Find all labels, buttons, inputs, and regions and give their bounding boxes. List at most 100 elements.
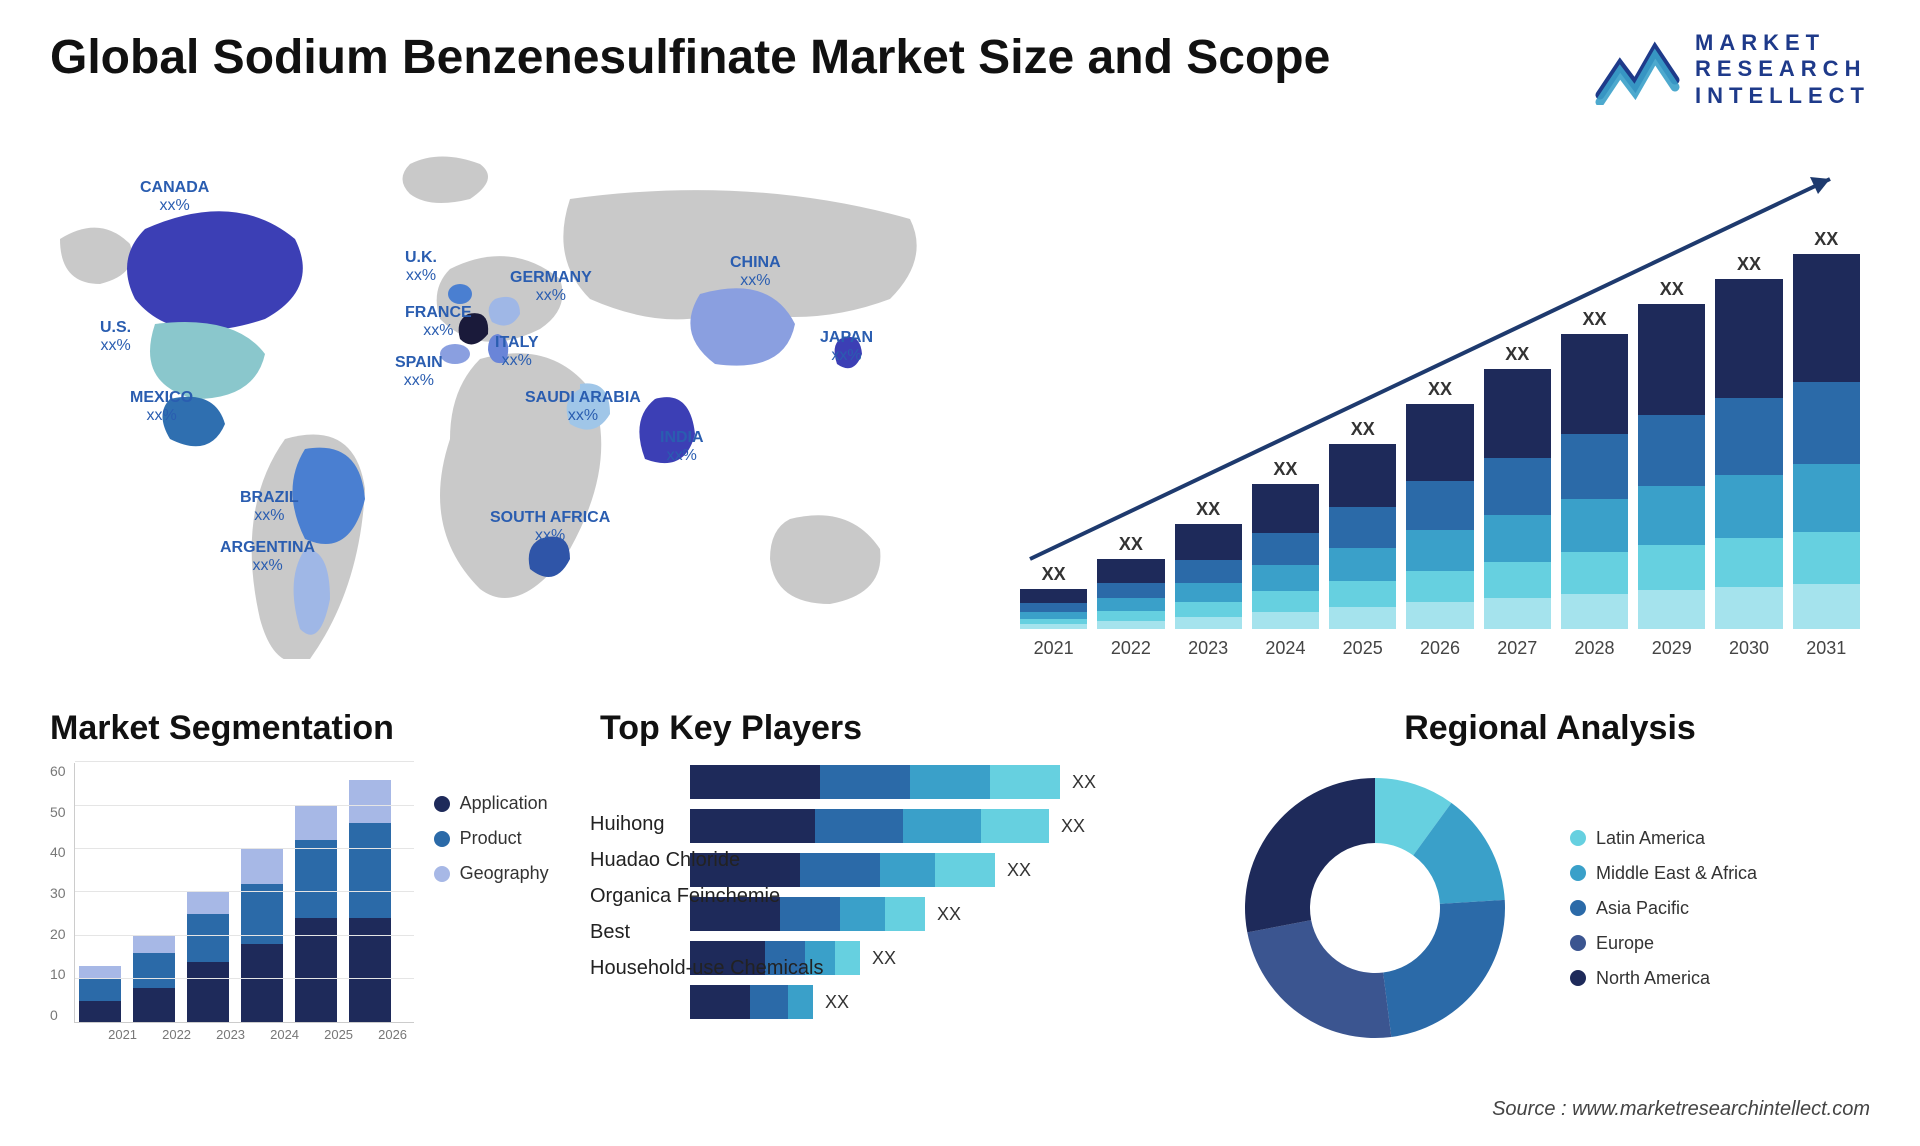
top-row: CANADAxx% U.S.xx% MEXICOxx% BRAZILxx% ARGENT… <box>50 139 1870 659</box>
regional-section: Regional Analysis Latin America Middle Ea… <box>1230 709 1870 1063</box>
legend-item: Asia Pacific <box>1570 898 1757 919</box>
donut-slice <box>1247 920 1391 1038</box>
main-x-label: 2024 <box>1252 638 1319 659</box>
main-bar-2029: XX <box>1638 279 1705 629</box>
main-bar-2024: XX <box>1252 459 1319 629</box>
player-name: Huihong <box>590 813 823 836</box>
seg-bar-2025 <box>295 806 337 1023</box>
main-x-label: 2022 <box>1097 638 1164 659</box>
player-row: XX <box>690 763 1096 801</box>
legend-item: North America <box>1570 968 1757 989</box>
donut-slice <box>1245 778 1375 932</box>
logo-line3: INTELLECT <box>1695 83 1870 109</box>
main-x-label: 2025 <box>1329 638 1396 659</box>
logo-line1: MARKET <box>1695 30 1870 56</box>
map-label-uk: U.K.xx% <box>405 249 437 284</box>
bar-value-label: XX <box>1119 534 1143 555</box>
player-row: XX <box>690 983 1096 1021</box>
legend-item: Product <box>434 828 549 849</box>
bottom-row: Market Segmentation 6050403020100 202120… <box>50 709 1870 1063</box>
main-x-label: 2027 <box>1484 638 1551 659</box>
main-x-label: 2030 <box>1715 638 1782 659</box>
logo: MARKET RESEARCH INTELLECT <box>1595 30 1870 109</box>
segmentation-legend: Application Product Geography <box>434 763 549 1042</box>
main-bar-2026: XX <box>1406 379 1473 629</box>
bar-value-label: XX <box>1582 309 1606 330</box>
bar-value-label: XX <box>1505 344 1529 365</box>
legend-item: Geography <box>434 863 549 884</box>
main-bar-2027: XX <box>1484 344 1551 629</box>
map-label-southafrica: SOUTH AFRICAxx% <box>490 509 610 544</box>
player-value: XX <box>937 904 961 925</box>
players-section: Top Key Players XXXXXXXXXXXX HuihongHuad… <box>600 709 1200 1063</box>
seg-bar-2023 <box>187 892 229 1022</box>
map-label-germany: GERMANYxx% <box>510 269 592 304</box>
main-x-label: 2026 <box>1406 638 1473 659</box>
regional-legend: Latin America Middle East & Africa Asia Pa… <box>1570 828 1757 989</box>
main-x-label: 2028 <box>1561 638 1628 659</box>
player-name: Huadao Chloride <box>590 849 823 872</box>
map-label-argentina: ARGENTINAxx% <box>220 539 315 574</box>
donut-chart <box>1230 763 1520 1053</box>
bar-value-label: XX <box>1273 459 1297 480</box>
main-x-label: 2031 <box>1793 638 1860 659</box>
map-label-japan: JAPANxx% <box>820 329 873 364</box>
main-x-label: 2023 <box>1175 638 1242 659</box>
main-x-label: 2021 <box>1020 638 1087 659</box>
regional-title: Regional Analysis <box>1230 709 1870 748</box>
seg-bar-2022 <box>133 936 175 1023</box>
bar-value-label: XX <box>1042 564 1066 585</box>
main-bar-chart: XX XX XX XX XX XX XX XX XX XX XX 2021 2022 2023 2024 2… <box>1010 139 1870 659</box>
player-value: XX <box>1007 860 1031 881</box>
player-value: XX <box>1072 772 1096 793</box>
player-name: Household-use Chemicals <box>590 957 823 980</box>
segmentation-section: Market Segmentation 6050403020100 202120… <box>50 709 570 1063</box>
legend-item: Application <box>434 793 549 814</box>
main-bar-2025: XX <box>1329 419 1396 629</box>
player-name: Best <box>590 921 823 944</box>
seg-bar-2021 <box>79 966 121 1022</box>
player-value: XX <box>1061 816 1085 837</box>
main-bar-2031: XX <box>1793 229 1860 629</box>
map-label-us: U.S.xx% <box>100 319 131 354</box>
bar-value-label: XX <box>1737 254 1761 275</box>
seg-bar-2026 <box>349 780 391 1023</box>
source-text: Source : www.marketresearchintellect.com <box>1492 1098 1870 1121</box>
legend-item: Latin America <box>1570 828 1757 849</box>
main-bar-2023: XX <box>1175 499 1242 629</box>
page-title: Global Sodium Benzenesulfinate Market Si… <box>50 30 1330 85</box>
segmentation-title: Market Segmentation <box>50 709 570 748</box>
logo-line2: RESEARCH <box>1695 56 1870 82</box>
logo-icon <box>1595 35 1680 105</box>
players-title: Top Key Players <box>600 709 1200 748</box>
bar-value-label: XX <box>1351 419 1375 440</box>
main-bar-2021: XX <box>1020 564 1087 629</box>
bar-value-label: XX <box>1428 379 1452 400</box>
player-value: XX <box>825 992 849 1013</box>
logo-text: MARKET RESEARCH INTELLECT <box>1695 30 1870 109</box>
map-label-mexico: MEXICOxx% <box>130 389 193 424</box>
map-label-spain: SPAINxx% <box>395 354 443 389</box>
map-label-france: FRANCExx% <box>405 304 472 339</box>
bar-value-label: XX <box>1196 499 1220 520</box>
player-value: XX <box>872 948 896 969</box>
header: Global Sodium Benzenesulfinate Market Si… <box>50 30 1870 109</box>
seg-bar-2024 <box>241 849 283 1022</box>
world-map: CANADAxx% U.S.xx% MEXICOxx% BRAZILxx% ARGENT… <box>50 139 950 659</box>
main-bar-2030: XX <box>1715 254 1782 629</box>
player-name: Organica Feinchemie <box>590 885 823 908</box>
legend-item: Middle East & Africa <box>1570 863 1757 884</box>
bar-value-label: XX <box>1814 229 1838 250</box>
donut-slice <box>1383 900 1505 1037</box>
map-label-canada: CANADAxx% <box>140 179 209 214</box>
legend-item: Europe <box>1570 933 1757 954</box>
main-x-label: 2029 <box>1638 638 1705 659</box>
main-bar-2022: XX <box>1097 534 1164 629</box>
bar-value-label: XX <box>1660 279 1684 300</box>
map-label-brazil: BRAZILxx% <box>240 489 299 524</box>
main-bar-2028: XX <box>1561 309 1628 629</box>
map-label-saudiarabia: SAUDI ARABIAxx% <box>525 389 641 424</box>
map-label-china: CHINAxx% <box>730 254 781 289</box>
map-label-india: INDIAxx% <box>660 429 704 464</box>
map-label-italy: ITALYxx% <box>495 334 539 369</box>
